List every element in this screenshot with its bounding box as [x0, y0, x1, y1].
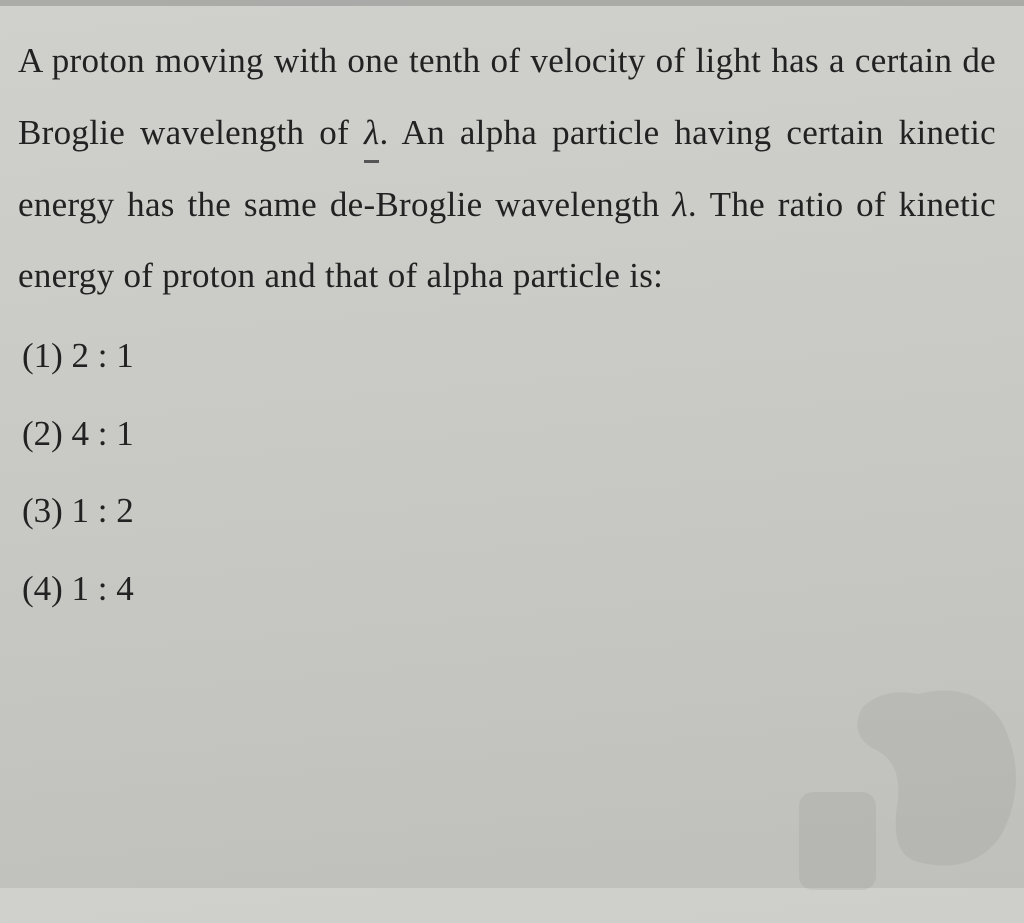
- option-1: (1) 2 : 1: [18, 330, 996, 383]
- lambda-symbol-1: λ: [364, 97, 379, 169]
- question-paragraph: A proton moving with one tenth of veloci…: [18, 25, 996, 312]
- question-line-1: A proton moving with one tenth of veloci…: [18, 41, 761, 80]
- page-top-border: [0, 0, 1024, 6]
- option-3: (3) 1 : 2: [18, 485, 996, 538]
- lambda-symbol-2: λ: [672, 185, 687, 224]
- watermark-shape: [764, 638, 1024, 918]
- question-line-5: energy of proton and that of alpha parti…: [18, 256, 663, 295]
- question-line-4-suffix: . The ratio of kinetic: [688, 185, 996, 224]
- question-line-4-prefix: de-Broglie wavelength: [330, 185, 673, 224]
- question-line-2-suffix: . An alpha: [379, 113, 537, 152]
- option-4: (4) 1 : 4: [18, 563, 996, 616]
- options-list: (1) 2 : 1 (2) 4 : 1 (3) 1 : 2 (4) 1 : 4: [18, 330, 996, 615]
- option-2: (2) 4 : 1: [18, 408, 996, 461]
